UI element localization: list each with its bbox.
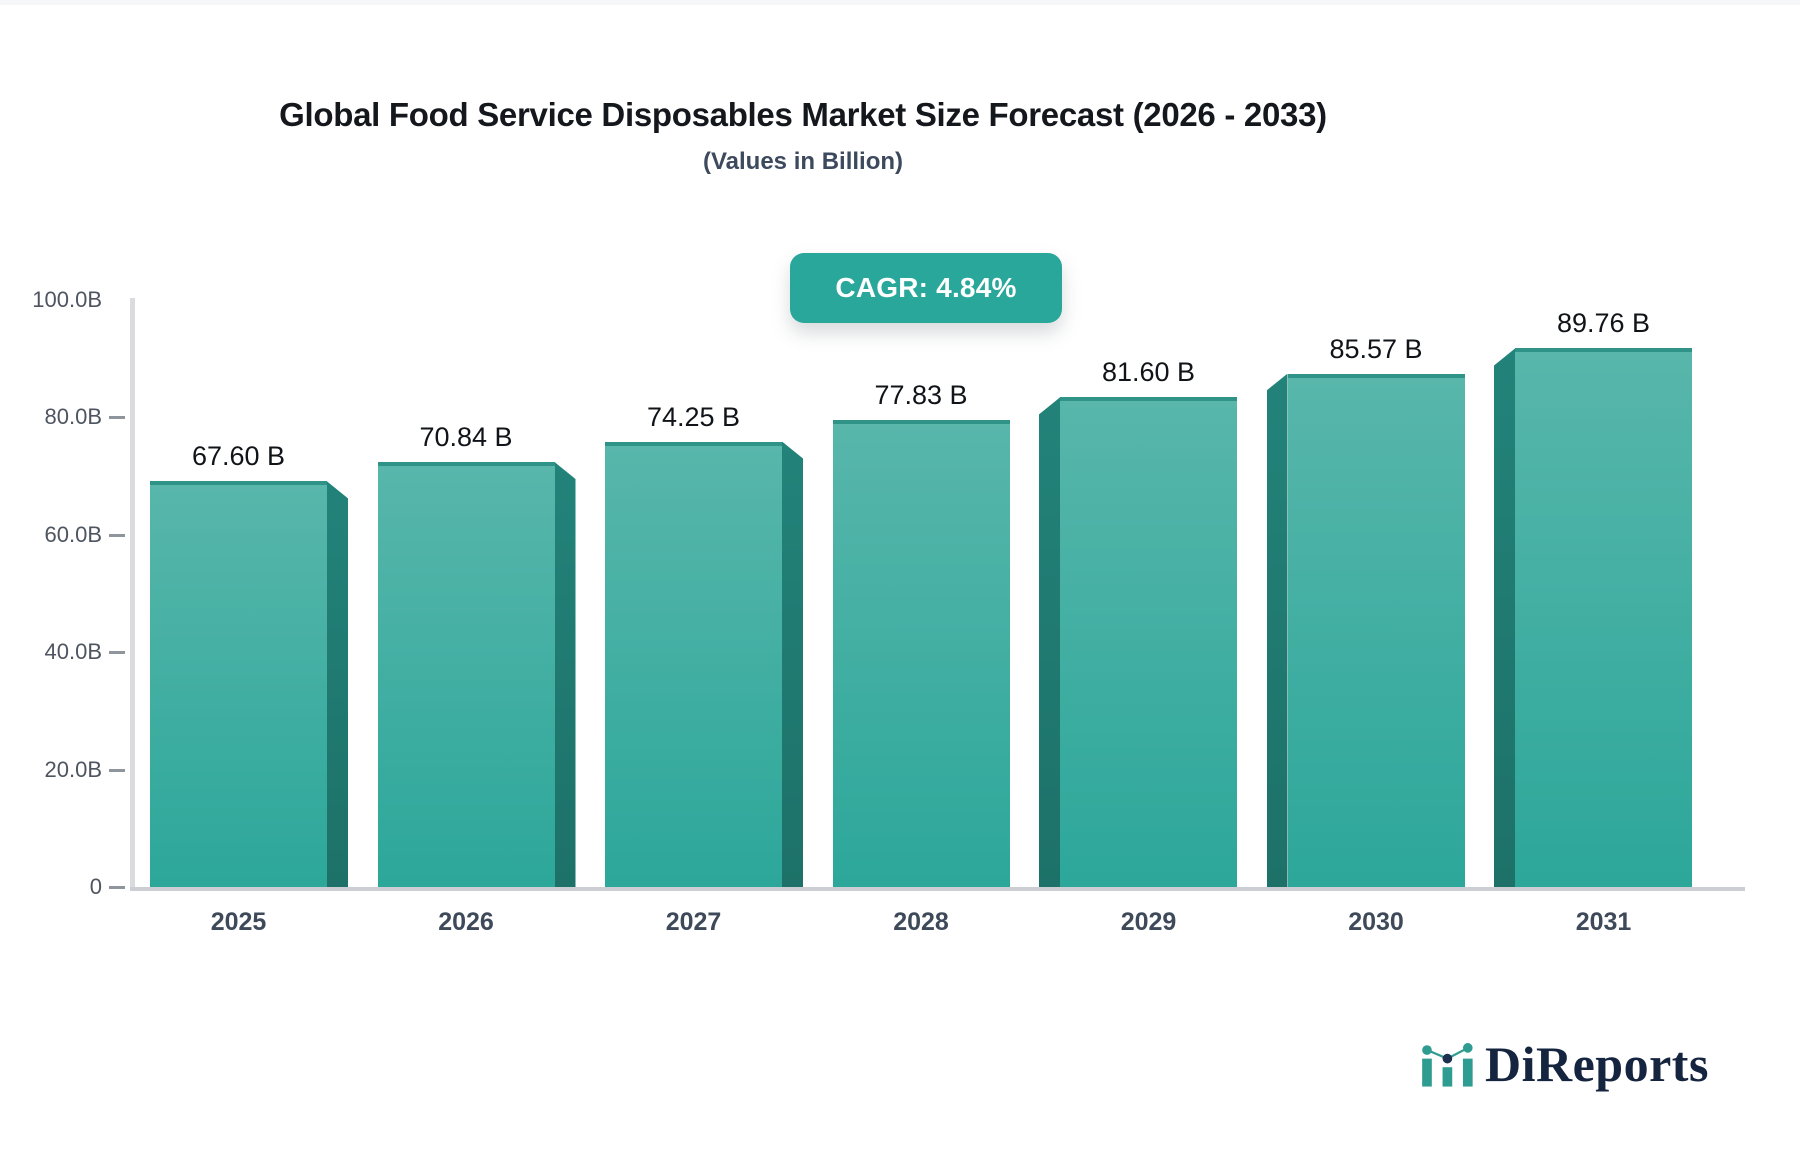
- bar-side-face-2031: [1494, 348, 1515, 887]
- bar-value-label-2030: 85.57 B: [1329, 333, 1423, 364]
- page-top-edge: [0, 0, 1800, 5]
- x-category-label-2026: 2026: [438, 908, 494, 936]
- bar-2028[interactable]: [832, 420, 1010, 887]
- y-axis-line: [130, 298, 135, 891]
- cagr-badge-label: CAGR: 4.84%: [835, 272, 1017, 303]
- y-tick-label: 0: [89, 874, 102, 899]
- bar-value-label-2029: 81.60 B: [1101, 357, 1196, 388]
- y-tick-label: 60.0B: [44, 521, 103, 547]
- bar-chart-trend-icon: [1422, 1043, 1473, 1087]
- chart-subtitle: (Values in Billion): [702, 148, 904, 175]
- x-category-label-2029: 2029: [1120, 908, 1177, 936]
- x-axis-baseline: [130, 887, 1745, 891]
- chart-title: Global Food Service Disposables Market S…: [279, 96, 1327, 133]
- y-tick-mark: [109, 416, 125, 420]
- y-tick-label: 40.0B: [44, 639, 103, 665]
- bar-side-face-2029: [1039, 397, 1060, 887]
- bar-side-face-2027: [782, 441, 803, 887]
- bar-2026[interactable]: [377, 461, 555, 887]
- x-category-label-2028: 2028: [893, 908, 949, 936]
- y-tick-mark: [109, 768, 125, 772]
- x-category-label-2025: 2025: [210, 908, 267, 936]
- bar-2025[interactable]: [150, 481, 327, 887]
- x-category-label-2030: 2030: [1348, 908, 1404, 936]
- y-tick-label: 80.0B: [44, 404, 103, 430]
- bar-2027[interactable]: [605, 441, 782, 887]
- y-tick-label: 100.0B: [32, 287, 102, 312]
- bar-value-label-2025: 67.60 B: [191, 441, 286, 472]
- bar-2029[interactable]: [1060, 397, 1237, 887]
- y-tick-label: 20.0B: [44, 756, 103, 782]
- bar-value-label-2028: 77.83 B: [874, 380, 968, 411]
- bar-2030[interactable]: [1287, 373, 1465, 887]
- cagr-badge: CAGR: 4.84%: [790, 253, 1062, 323]
- bar-value-label-2031: 89.76 B: [1556, 308, 1651, 339]
- y-tick-mark: [109, 533, 125, 537]
- bar-side-face-2030: [1266, 373, 1288, 887]
- bar-value-label-2027: 74.25 B: [646, 401, 741, 432]
- bar-2031[interactable]: [1515, 348, 1692, 887]
- bar-side-face-2025: [327, 481, 348, 887]
- x-category-label-2031: 2031: [1575, 908, 1632, 936]
- y-tick-mark: [109, 651, 125, 655]
- brand-logo-text: DiReports: [1485, 1036, 1709, 1092]
- bar-side-face-2026: [554, 461, 576, 887]
- brand-logo: DiReports: [1420, 1035, 1709, 1093]
- x-category-label-2027: 2027: [665, 908, 722, 936]
- y-tick-mark: [109, 886, 125, 889]
- bar-value-label-2026: 70.84 B: [419, 421, 513, 452]
